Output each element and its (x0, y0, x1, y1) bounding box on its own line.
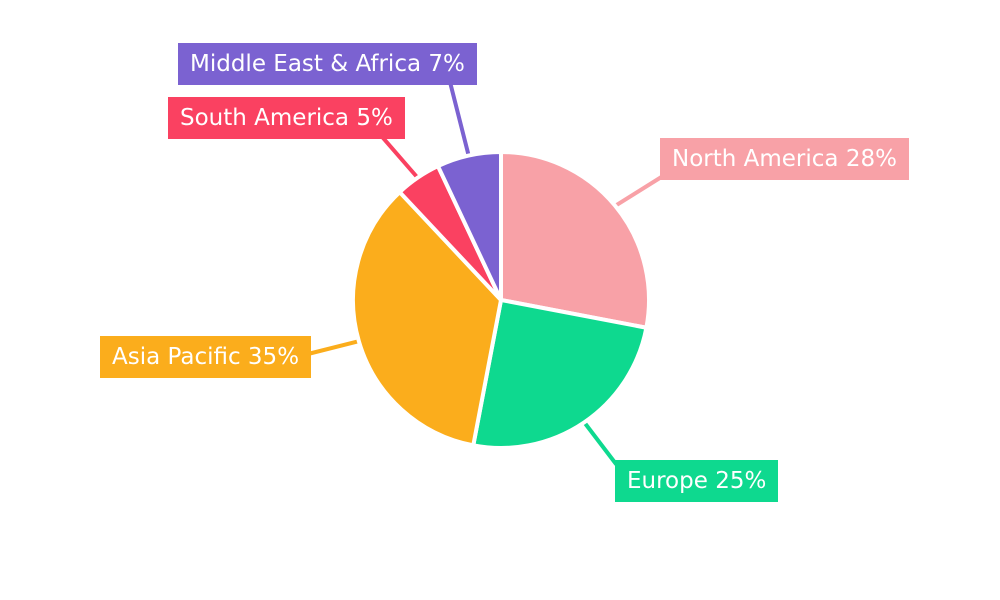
slice-label-europe: Europe 25% (615, 460, 779, 502)
pie-slice-europe[interactable] (471, 298, 649, 450)
slice-label-middle-east-africa: Middle East & Africa 7% (178, 43, 477, 85)
pie-slice-middle-east-africa[interactable] (435, 150, 503, 302)
leader-line-north-america (611, 174, 665, 209)
pie-slice-asia-pacific[interactable] (351, 190, 503, 448)
slice-label-south-america: South America 5% (168, 97, 405, 139)
leader-line-south-america (375, 129, 421, 182)
slice-label-asia-pacific: Asia Pacific 35% (100, 336, 312, 378)
leader-line-europe (581, 418, 618, 466)
leader-line-middle-east-africa (448, 80, 472, 160)
pie-slice-north-america[interactable] (499, 150, 651, 330)
slice-label-north-america: North America 28% (660, 138, 909, 180)
